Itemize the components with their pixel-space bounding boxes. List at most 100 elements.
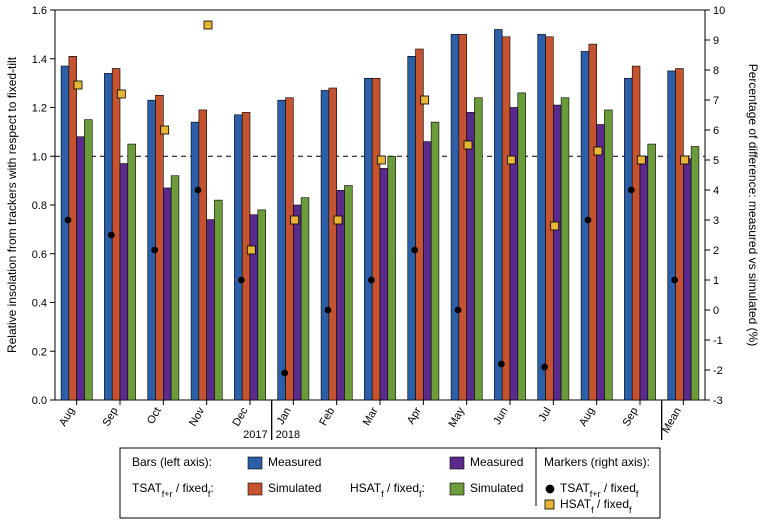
- svg-text:8: 8: [713, 65, 719, 77]
- marker-hsat_diff: [551, 222, 559, 230]
- svg-text:1.6: 1.6: [32, 5, 47, 17]
- marker-tsat_diff: [412, 247, 418, 253]
- bar-tsat_measured: [668, 71, 676, 400]
- marker-tsat_diff: [628, 187, 634, 193]
- bar-tsat_simulated: [69, 56, 77, 400]
- svg-text:0.8: 0.8: [32, 200, 47, 212]
- bar-tsat_measured: [364, 78, 372, 400]
- svg-text:Measured: Measured: [268, 455, 321, 469]
- bar-hsat_simulated: [561, 98, 569, 400]
- bar-tsat_measured: [234, 115, 242, 400]
- marker-tsat_diff: [542, 364, 548, 370]
- marker-tsat_diff: [368, 277, 374, 283]
- bar-tsat_simulated: [632, 66, 640, 400]
- y-left-label: Relative insolation from trackers with r…: [5, 56, 19, 353]
- svg-text:0.0: 0.0: [32, 395, 47, 407]
- bar-tsat_measured: [581, 51, 589, 400]
- svg-text:-2: -2: [713, 365, 723, 377]
- bar-tsat_simulated: [372, 78, 380, 400]
- svg-text:2: 2: [713, 245, 719, 257]
- svg-text:Bars (left axis):: Bars (left axis):: [132, 455, 212, 469]
- bar-tsat_measured: [191, 122, 199, 400]
- bar-hsat_measured: [207, 220, 215, 400]
- bar-hsat_simulated: [84, 120, 92, 400]
- bar-hsat_measured: [510, 108, 518, 401]
- bar-hsat_measured: [423, 142, 431, 400]
- marker-hsat_diff: [161, 126, 169, 134]
- svg-text:3: 3: [713, 215, 719, 227]
- y-right-label: Percentage of difference: measured vs si…: [746, 64, 760, 347]
- marker-tsat_diff: [65, 217, 71, 223]
- svg-text:Simulated: Simulated: [470, 481, 523, 495]
- bar-tsat_measured: [494, 30, 502, 401]
- chart-svg: 0.00.20.40.60.81.01.21.41.6-3-2-10123456…: [0, 0, 761, 521]
- bar-hsat_measured: [250, 215, 258, 400]
- svg-text:1: 1: [713, 275, 719, 287]
- chart-container: 0.00.20.40.60.81.01.21.41.6-3-2-10123456…: [0, 0, 761, 521]
- svg-text:4: 4: [713, 185, 719, 197]
- bar-hsat_simulated: [691, 147, 699, 401]
- bar-hsat_measured: [380, 168, 388, 400]
- bar-hsat_measured: [683, 159, 691, 400]
- bar-tsat_simulated: [502, 37, 510, 400]
- marker-hsat_diff: [507, 156, 515, 164]
- bar-hsat_measured: [467, 112, 475, 400]
- bar-hsat_simulated: [431, 122, 439, 400]
- marker-tsat_diff: [238, 277, 244, 283]
- svg-text:9: 9: [713, 35, 719, 47]
- marker-hsat_diff: [421, 96, 429, 104]
- bar-tsat_measured: [278, 100, 286, 400]
- svg-text:0.6: 0.6: [32, 249, 47, 261]
- bar-hsat_simulated: [604, 110, 612, 400]
- marker-tsat_diff: [152, 247, 158, 253]
- svg-text:Markers (right axis):: Markers (right axis):: [544, 455, 650, 469]
- svg-text:1.0: 1.0: [32, 151, 47, 163]
- marker-hsat_diff: [204, 21, 212, 29]
- marker-tsat_diff: [585, 217, 591, 223]
- svg-text:Simulated: Simulated: [268, 481, 321, 495]
- marker-hsat_diff: [594, 147, 602, 155]
- bar-tsat_measured: [408, 56, 416, 400]
- bar-tsat_simulated: [676, 69, 684, 401]
- marker-hsat_diff: [464, 141, 472, 149]
- svg-text:0: 0: [713, 305, 719, 317]
- marker-tsat_diff: [455, 307, 461, 313]
- svg-text:2017: 2017: [243, 429, 267, 441]
- bar-hsat_simulated: [301, 198, 309, 400]
- bar-hsat_measured: [553, 105, 561, 400]
- bar-tsat_simulated: [242, 112, 250, 400]
- bar-hsat_simulated: [474, 98, 482, 400]
- bar-tsat_measured: [321, 90, 329, 400]
- svg-text:-3: -3: [713, 395, 723, 407]
- bar-hsat_measured: [597, 125, 605, 400]
- svg-text:Measured: Measured: [470, 455, 523, 469]
- bar-hsat_measured: [163, 188, 171, 400]
- bar-hsat_measured: [640, 156, 648, 400]
- marker-tsat_diff: [195, 187, 201, 193]
- svg-text:1.4: 1.4: [32, 54, 47, 66]
- bar-hsat_simulated: [388, 156, 396, 400]
- marker-hsat_diff: [117, 90, 125, 98]
- bar-hsat_simulated: [258, 210, 266, 400]
- marker-tsat_diff: [282, 370, 288, 376]
- bar-hsat_simulated: [171, 176, 179, 400]
- bar-tsat_measured: [538, 34, 546, 400]
- svg-text:6: 6: [713, 125, 719, 137]
- bar-hsat_simulated: [344, 186, 352, 401]
- bar-hsat_simulated: [214, 200, 222, 400]
- svg-text:2018: 2018: [276, 429, 300, 441]
- bar-hsat_simulated: [518, 93, 526, 400]
- bar-tsat_simulated: [459, 34, 467, 400]
- bar-tsat_measured: [624, 78, 632, 400]
- marker-tsat_diff: [498, 361, 504, 367]
- marker-hsat_diff: [247, 246, 255, 254]
- marker-hsat_diff: [291, 216, 299, 224]
- bar-hsat_measured: [120, 164, 128, 400]
- svg-text:-1: -1: [713, 335, 723, 347]
- bar-tsat_simulated: [286, 98, 294, 400]
- marker-hsat_diff: [74, 81, 82, 89]
- svg-text:1.2: 1.2: [32, 103, 47, 115]
- svg-text:0.2: 0.2: [32, 346, 47, 358]
- bar-tsat_simulated: [329, 88, 337, 400]
- marker-tsat_diff: [672, 277, 678, 283]
